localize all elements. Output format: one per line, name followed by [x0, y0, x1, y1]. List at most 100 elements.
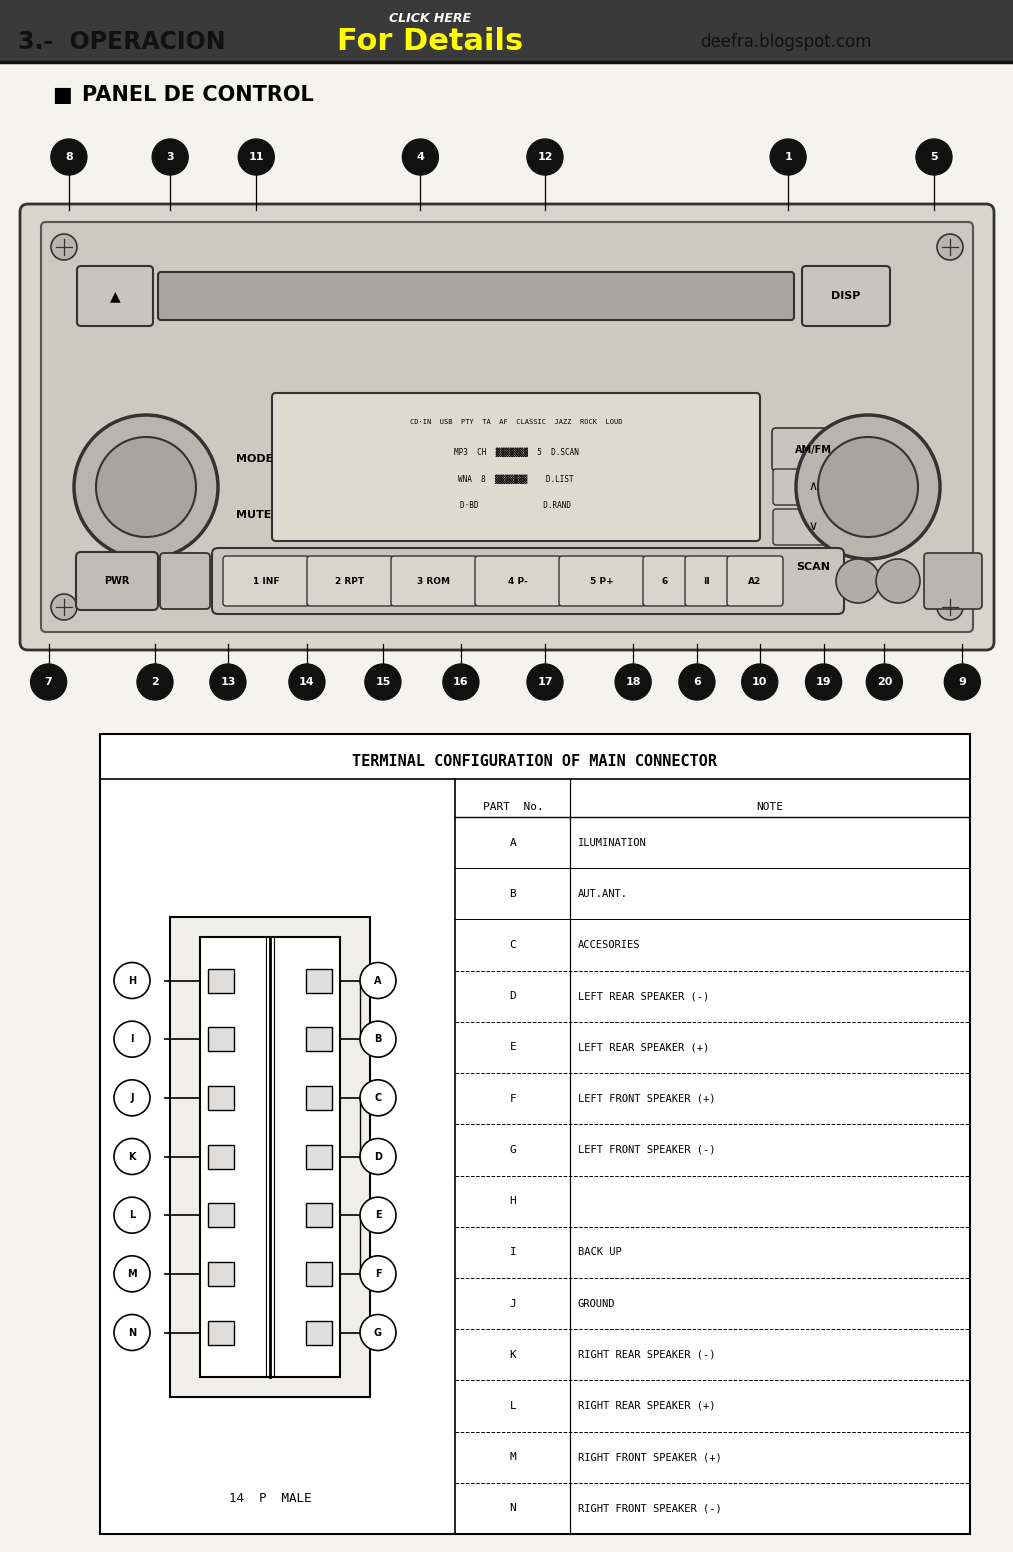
Text: For Details: For Details [337, 28, 523, 56]
FancyBboxPatch shape [685, 556, 729, 605]
Text: DISP: DISP [832, 292, 861, 301]
FancyBboxPatch shape [391, 556, 477, 605]
Text: ACCESORIES: ACCESORIES [578, 941, 640, 950]
Text: 6: 6 [661, 576, 669, 585]
Bar [306, 1262, 332, 1287]
FancyBboxPatch shape [773, 469, 854, 504]
Bar [208, 1086, 234, 1110]
Bar [200, 936, 340, 1377]
Circle shape [805, 664, 842, 700]
Text: 14  P  MALE: 14 P MALE [229, 1493, 311, 1505]
Circle shape [876, 559, 920, 604]
Circle shape [360, 1080, 396, 1116]
Text: LEFT REAR SPEAKER (-): LEFT REAR SPEAKER (-) [578, 992, 709, 1001]
Text: K: K [510, 1350, 517, 1360]
Circle shape [443, 664, 479, 700]
Text: C: C [375, 1093, 382, 1103]
Circle shape [74, 414, 218, 559]
Text: CLICK HERE: CLICK HERE [389, 11, 471, 25]
Text: II: II [704, 576, 710, 585]
Circle shape [836, 559, 880, 604]
Circle shape [114, 1139, 150, 1175]
Text: 13: 13 [220, 677, 236, 688]
Text: J: J [131, 1093, 134, 1103]
FancyBboxPatch shape [272, 393, 760, 542]
Text: 8: 8 [65, 152, 73, 161]
Bar [306, 1086, 332, 1110]
Text: M: M [510, 1453, 517, 1462]
Text: GROUND: GROUND [578, 1299, 616, 1308]
FancyBboxPatch shape [20, 203, 994, 650]
Circle shape [360, 1197, 396, 1234]
Circle shape [238, 140, 275, 175]
Bar [208, 1027, 234, 1051]
Circle shape [742, 664, 778, 700]
Text: 17: 17 [537, 677, 553, 688]
Text: PART  No.: PART No. [482, 802, 543, 812]
Circle shape [615, 664, 651, 700]
Circle shape [937, 594, 963, 619]
Text: C: C [510, 941, 517, 950]
Text: F: F [510, 1094, 517, 1103]
Circle shape [51, 234, 77, 261]
Text: A: A [510, 838, 517, 847]
FancyBboxPatch shape [223, 556, 309, 605]
Text: 11: 11 [248, 152, 264, 161]
Text: AM/FM: AM/FM [794, 445, 832, 455]
Bar [306, 1203, 332, 1228]
Circle shape [679, 664, 715, 700]
Text: 2: 2 [151, 677, 159, 688]
Text: N: N [510, 1504, 517, 1513]
Text: LEFT FRONT SPEAKER (+): LEFT FRONT SPEAKER (+) [578, 1094, 715, 1103]
FancyBboxPatch shape [924, 553, 982, 608]
Circle shape [96, 438, 196, 537]
Text: B: B [510, 889, 517, 899]
Text: 4: 4 [416, 152, 424, 161]
Text: D: D [510, 992, 517, 1001]
Text: L: L [129, 1211, 135, 1220]
Circle shape [114, 1315, 150, 1350]
Text: SCAN: SCAN [796, 562, 830, 573]
Text: ILUMINATION: ILUMINATION [578, 838, 646, 847]
Text: M: M [128, 1270, 137, 1279]
Text: 9: 9 [958, 677, 966, 688]
Circle shape [527, 664, 563, 700]
Circle shape [796, 414, 940, 559]
FancyBboxPatch shape [307, 556, 393, 605]
Circle shape [360, 1021, 396, 1057]
Bar [306, 1027, 332, 1051]
Text: A2: A2 [749, 576, 762, 585]
FancyBboxPatch shape [559, 556, 645, 605]
Text: D: D [374, 1152, 382, 1161]
Text: 1 INF: 1 INF [253, 576, 280, 585]
Circle shape [137, 664, 173, 700]
Text: RIGHT REAR SPEAKER (+): RIGHT REAR SPEAKER (+) [578, 1401, 715, 1411]
Text: MUTE: MUTE [236, 511, 271, 520]
Bar [208, 1321, 234, 1344]
Text: PWR: PWR [104, 576, 130, 587]
Text: RIGHT FRONT SPEAKER (+): RIGHT FRONT SPEAKER (+) [578, 1453, 721, 1462]
Circle shape [402, 140, 439, 175]
Text: E: E [375, 1211, 381, 1220]
Text: J: J [510, 1299, 517, 1308]
FancyBboxPatch shape [77, 265, 153, 326]
Circle shape [866, 664, 903, 700]
Circle shape [770, 140, 806, 175]
Circle shape [114, 1256, 150, 1291]
FancyBboxPatch shape [772, 428, 855, 470]
Circle shape [360, 1315, 396, 1350]
Circle shape [210, 664, 246, 700]
Circle shape [360, 962, 396, 998]
Text: AUT.ANT.: AUT.ANT. [578, 889, 628, 899]
Circle shape [360, 1139, 396, 1175]
Circle shape [114, 962, 150, 998]
Text: 18: 18 [625, 677, 641, 688]
Circle shape [51, 140, 87, 175]
FancyBboxPatch shape [158, 272, 794, 320]
Bar [208, 968, 234, 992]
FancyBboxPatch shape [41, 222, 973, 632]
Text: 2 RPT: 2 RPT [335, 576, 365, 585]
Text: RIGHT FRONT SPEAKER (-): RIGHT FRONT SPEAKER (-) [578, 1504, 721, 1513]
Bar [208, 1262, 234, 1287]
Text: ▲: ▲ [109, 289, 121, 303]
